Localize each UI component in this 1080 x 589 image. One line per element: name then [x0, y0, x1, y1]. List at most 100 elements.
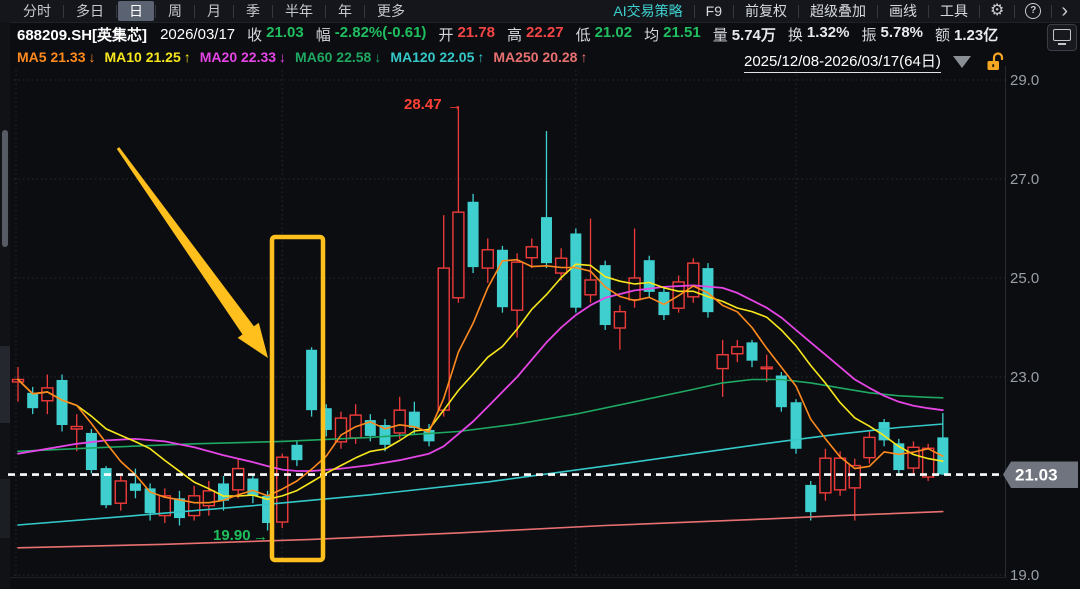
chevron-right-icon[interactable]: › [1061, 0, 1068, 22]
ma-trend-arrow: ↑ [580, 49, 588, 65]
candle-body-up [921, 447, 935, 478]
tab-divider [732, 4, 734, 18]
candle-body-down [790, 402, 802, 449]
y-axis-label: 25.0 [1010, 270, 1039, 287]
left-strip-segment [0, 479, 10, 538]
candle-body-down [379, 425, 391, 445]
candle-body-down [643, 260, 655, 292]
toolbar-画线[interactable]: 画线 [888, 3, 917, 19]
quote-fields: 收 21.03 幅 -2.82%(-0.61) 开 21.78 高 22.27 低 21.02 均 2… [235, 24, 998, 45]
ma-trend-arrow: ↓ [88, 49, 96, 65]
toolbar-工具[interactable]: 工具 [939, 3, 968, 19]
toolbar-F9[interactable]: F9 [705, 3, 722, 19]
y-axis-label: 27.0 [1010, 171, 1039, 188]
candle-body-down [173, 498, 185, 519]
candle-body-up [452, 211, 465, 299]
y-axis-label: 23.0 [1010, 369, 1039, 386]
tab-季[interactable]: 季 [246, 3, 260, 19]
ma-trend-arrow: ↓ [374, 49, 382, 65]
screenshot-monitor-glyph [1053, 29, 1071, 41]
quote-field-label: 均 [644, 27, 660, 44]
low-price-label: 19.90 [213, 527, 251, 544]
left-strip-segment [0, 346, 10, 423]
ma-readout-MA20: MA20 22.33 ↓ [200, 49, 286, 65]
high-price-label: 28.47 [404, 96, 442, 113]
quote-field-value: 1.23亿 [954, 27, 999, 44]
ma-readout-MA120: MA120 22.05 ↑ [390, 49, 484, 65]
candle-body-up [613, 310, 627, 329]
candle-body-up [334, 417, 348, 443]
ma-readout-MA60: MA60 22.58 ↓ [295, 49, 381, 65]
ma-trend-arrow: ↑ [477, 49, 485, 65]
ma5-line [17, 258, 944, 504]
tab-日[interactable]: 日 [118, 1, 154, 21]
tab-多日[interactable]: 多日 [76, 3, 104, 19]
candle-body-up [687, 262, 700, 298]
candle-body-up [393, 409, 406, 434]
candle-body-down [878, 422, 890, 441]
tab-divider [1051, 4, 1053, 18]
quote-field-label: 开 [438, 27, 454, 44]
quote-field-value: 21.03 [266, 24, 304, 41]
screenshot-icon[interactable] [1047, 24, 1077, 51]
candle-body-down [364, 420, 376, 436]
ma20-line [17, 284, 944, 472]
tab-divider [1014, 4, 1016, 18]
ma-trend-arrow: ↓ [279, 49, 287, 65]
quote-field-额: 额 1.23亿 [935, 24, 998, 45]
period-range[interactable]: 2025/12/08-2026/03/17(64日) [744, 50, 941, 73]
high-price-arrow-icon: → [447, 97, 462, 114]
quote-field-量: 量 5.74万 [713, 24, 776, 45]
candle-body-down [599, 265, 611, 326]
quote-field-label: 收 [247, 27, 263, 44]
tab-分时[interactable]: 分时 [23, 3, 51, 19]
ma-value: MA120 22.05 [390, 49, 475, 65]
tab-半年[interactable]: 半年 [285, 3, 313, 19]
left-scrollbar-thumb[interactable] [2, 130, 8, 247]
period-dropdown-icon[interactable] [952, 55, 971, 68]
candle-body-down [144, 488, 156, 514]
ma-value: MA60 22.58 [295, 49, 372, 65]
tab-年[interactable]: 年 [338, 3, 352, 19]
ma250-line [17, 510, 944, 549]
quote-field-振: 振 5.78% [861, 24, 923, 45]
candle-body-down [496, 249, 508, 308]
ma-value: MA10 21.25 [104, 49, 181, 65]
tab-divider [927, 4, 929, 18]
quote-field-幅: 幅 -2.82%(-0.61) [316, 24, 427, 45]
toolbar-前复权[interactable]: 前复权 [744, 3, 787, 19]
tab-月[interactable]: 月 [207, 3, 221, 19]
candle-body-up [716, 354, 729, 370]
candle-body-up [731, 346, 744, 355]
quote-field-value: 22.27 [526, 24, 564, 41]
ma-readout-MA10: MA10 21.25 ↑ [104, 49, 190, 65]
tab-周[interactable]: 周 [168, 3, 182, 19]
drawn-arrow-annotation[interactable] [116, 147, 268, 358]
highlight-box-annotation[interactable] [269, 234, 326, 563]
tab-divider [116, 4, 117, 18]
help-icon[interactable]: ? [1025, 3, 1042, 19]
candle-body-down [893, 443, 905, 471]
tab-divider [325, 4, 326, 18]
candle-body-down [702, 268, 714, 313]
candle-body-down [218, 483, 230, 501]
candle-body-down [27, 392, 39, 409]
gear-icon[interactable]: ⚙ [989, 2, 1005, 19]
candle-body-down [775, 375, 787, 408]
ai-strategy-button[interactable]: AI交易策略 [613, 3, 683, 19]
unlock-icon[interactable] [986, 52, 1004, 71]
candle-body-up [70, 425, 83, 430]
tab-更多[interactable]: 更多 [377, 3, 405, 19]
candle-body-down [85, 432, 97, 471]
ma-value: MA5 21.33 [17, 49, 86, 65]
tab-divider [876, 4, 878, 18]
candle-body-up [481, 249, 494, 269]
candle-body-down [805, 484, 817, 513]
candle-body-up [114, 480, 127, 504]
candle-body-up [231, 467, 245, 491]
toolbar-超级叠加[interactable]: 超级叠加 [809, 3, 866, 19]
ma60-line [17, 378, 944, 453]
candle-body-up [584, 279, 597, 296]
